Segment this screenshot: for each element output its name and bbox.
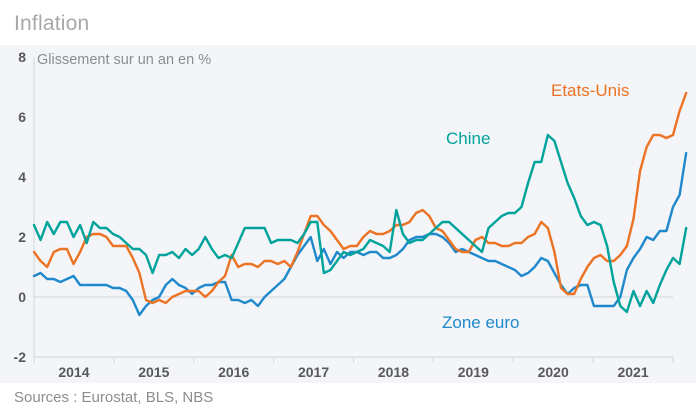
sources-note: Sources : Eurostat, BLS, NBS bbox=[14, 389, 214, 406]
series-line-chine bbox=[32, 133, 688, 314]
series-label-chine: Chine bbox=[446, 129, 491, 148]
y-tick-label: 2 bbox=[18, 229, 26, 245]
x-tick-label: 2016 bbox=[218, 364, 250, 380]
x-tick-label: 2018 bbox=[377, 364, 410, 380]
chart-subtitle: Glissement sur un an en % bbox=[37, 52, 212, 68]
axis-lines-group bbox=[33, 57, 674, 363]
series-label-etats-unis: Etats-Unis bbox=[551, 81, 630, 100]
x-tick-label: 2020 bbox=[537, 364, 569, 380]
series-label-zone-euro: Zone euro bbox=[442, 313, 520, 332]
x-tick-label: 2021 bbox=[617, 364, 649, 380]
series-line-etats-unis bbox=[32, 91, 688, 305]
x-tick-label: 2014 bbox=[58, 364, 90, 380]
series-lines-group bbox=[32, 91, 688, 317]
y-tick-label: 0 bbox=[18, 289, 26, 305]
series-line-zone-euro bbox=[32, 151, 688, 317]
y-tick-label: 4 bbox=[18, 169, 26, 185]
x-tick-label: 2017 bbox=[297, 364, 330, 380]
x-tick-label: 2019 bbox=[457, 364, 489, 380]
y-tick-label: 8 bbox=[18, 49, 26, 65]
page-title: Inflation bbox=[14, 12, 90, 35]
x-tick-label: 2015 bbox=[138, 364, 170, 380]
y-tick-label: -2 bbox=[13, 349, 26, 365]
y-tick-label: 6 bbox=[18, 109, 26, 125]
